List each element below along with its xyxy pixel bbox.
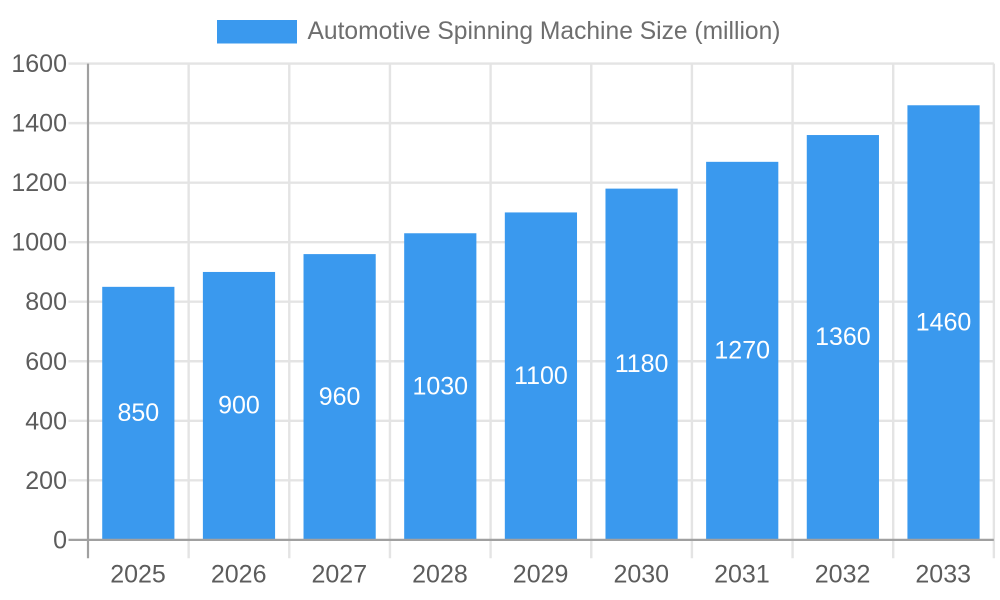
svg-text:2026: 2026	[211, 560, 267, 588]
svg-text:200: 200	[25, 467, 67, 495]
svg-text:1270: 1270	[714, 337, 770, 365]
svg-text:Automotive Spinning Machine Si: Automotive Spinning Machine Size (millio…	[308, 18, 781, 45]
svg-text:1460: 1460	[916, 308, 972, 336]
svg-text:2031: 2031	[714, 560, 770, 588]
svg-text:1030: 1030	[412, 372, 468, 400]
svg-text:2033: 2033	[915, 560, 971, 588]
svg-text:2027: 2027	[312, 560, 368, 588]
svg-text:1400: 1400	[11, 110, 67, 138]
svg-text:1100: 1100	[514, 362, 568, 390]
svg-text:1000: 1000	[11, 229, 67, 257]
svg-text:400: 400	[25, 407, 67, 435]
svg-text:2030: 2030	[613, 560, 669, 588]
svg-text:600: 600	[25, 348, 67, 376]
svg-text:2028: 2028	[412, 560, 468, 588]
svg-text:850: 850	[117, 399, 159, 427]
svg-text:2025: 2025	[110, 560, 166, 588]
svg-text:960: 960	[319, 383, 361, 411]
svg-text:2032: 2032	[815, 560, 871, 588]
svg-text:2029: 2029	[513, 560, 569, 588]
svg-text:1180: 1180	[615, 350, 669, 378]
svg-text:800: 800	[25, 288, 67, 316]
svg-text:1200: 1200	[11, 169, 67, 197]
svg-text:1600: 1600	[11, 50, 67, 78]
svg-text:0: 0	[53, 526, 67, 554]
svg-text:1360: 1360	[815, 323, 871, 351]
svg-text:900: 900	[218, 392, 260, 420]
